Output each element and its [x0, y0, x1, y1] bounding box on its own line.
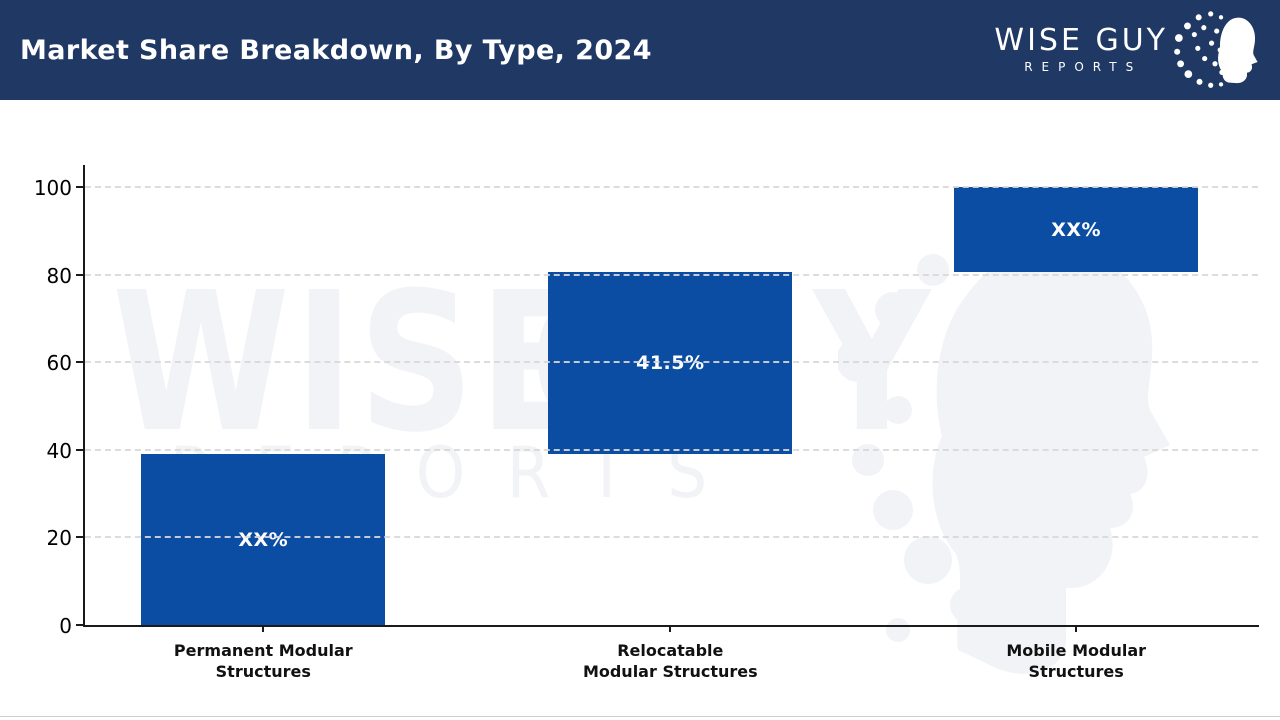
gridline-y-20 [85, 536, 1258, 539]
x-category-label: Mobile Modular Structures [1006, 641, 1147, 681]
y-tick-mark [76, 624, 84, 626]
logo-text: WISE GUY REPORTS [994, 23, 1168, 75]
page-title: Market Share Breakdown, By Type, 2024 [20, 34, 652, 66]
y-tick-mark [76, 361, 84, 364]
y-tick-label: 100 [33, 176, 72, 200]
logo-brand-name: WISE GUY [994, 23, 1168, 58]
x-tick-mark [669, 627, 672, 632]
chart-area: WISE GUY REPORTS XX%41.5%XX% 02040608010… [0, 100, 1280, 716]
y-tick-label: 60 [46, 351, 72, 376]
x-category-label: Permanent Modular Structures [173, 641, 353, 681]
gridline-y-80 [85, 273, 1258, 276]
bar-value-label: XX% [1051, 218, 1102, 241]
y-axis [83, 165, 85, 627]
x-tick-mark [262, 627, 265, 632]
bar-value-label: 41.5% [636, 352, 705, 375]
x-category-label: Relocatable Modular Structures [582, 641, 758, 681]
x-axis [83, 625, 1259, 627]
bar-value-label: XX% [238, 528, 289, 551]
y-tick-mark [76, 273, 84, 276]
watermark-head-icon [838, 226, 1170, 674]
y-tick-mark [76, 536, 84, 539]
y-tick-mark [76, 186, 84, 188]
bar-segment: XX% [141, 454, 386, 625]
gridline-y-40 [85, 448, 1258, 451]
logo-brand-subtitle: REPORTS [1024, 60, 1143, 74]
y-tick-label: 40 [46, 438, 72, 463]
y-tick-label: 20 [46, 526, 72, 551]
y-tick-mark [76, 448, 84, 451]
footer-divider [0, 716, 1280, 717]
bar-segment: XX% [954, 187, 1199, 273]
x-tick-mark [1075, 627, 1078, 632]
header-bar: Market Share Breakdown, By Type, 2024 WI… [0, 0, 1280, 100]
gridline-y-100 [85, 186, 1258, 188]
y-tick-label: 80 [46, 263, 72, 288]
gridline-y-60 [85, 361, 1258, 364]
y-tick-label: 0 [59, 614, 72, 638]
wiseguy-logo: WISE GUY REPORTS [994, 8, 1258, 92]
plot-area: XX% 41.5% XX% [85, 186, 1258, 625]
watermark-word-wise: WISE [112, 252, 594, 475]
bar-segment: 41.5% [548, 272, 793, 455]
logo-head-icon [1174, 11, 1258, 88]
